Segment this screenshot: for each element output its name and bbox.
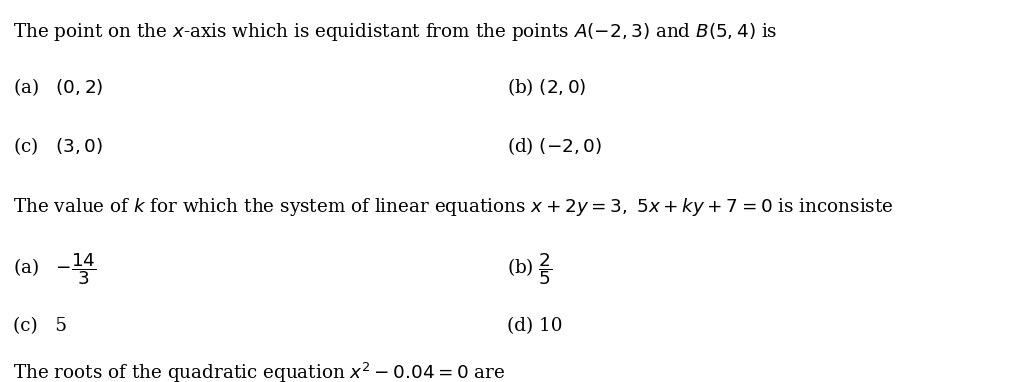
Text: The roots of the quadratic equation $x^2 - 0.04 = 0$ are: The roots of the quadratic equation $x^2… <box>13 361 506 382</box>
Text: (d) $(-2, 0)$: (d) $(-2, 0)$ <box>507 136 602 157</box>
Text: (b) $(2, 0)$: (b) $(2, 0)$ <box>507 76 587 98</box>
Text: (a)   $(0, 2)$: (a) $(0, 2)$ <box>13 76 103 98</box>
Text: (c)   5: (c) 5 <box>13 317 68 335</box>
Text: (d) 10: (d) 10 <box>507 317 562 335</box>
Text: (a)   $-\dfrac{14}{3}$: (a) $-\dfrac{14}{3}$ <box>13 251 97 287</box>
Text: (c)   $(3, 0)$: (c) $(3, 0)$ <box>13 136 103 157</box>
Text: The point on the $x$-axis which is equidistant from the points $A(-2, 3)$ and $B: The point on the $x$-axis which is equid… <box>13 21 778 43</box>
Text: The value of $k$ for which the system of linear equations $x + 2y = 3,\ 5x + ky : The value of $k$ for which the system of… <box>13 196 894 218</box>
Text: (b) $\dfrac{2}{5}$: (b) $\dfrac{2}{5}$ <box>507 251 553 287</box>
